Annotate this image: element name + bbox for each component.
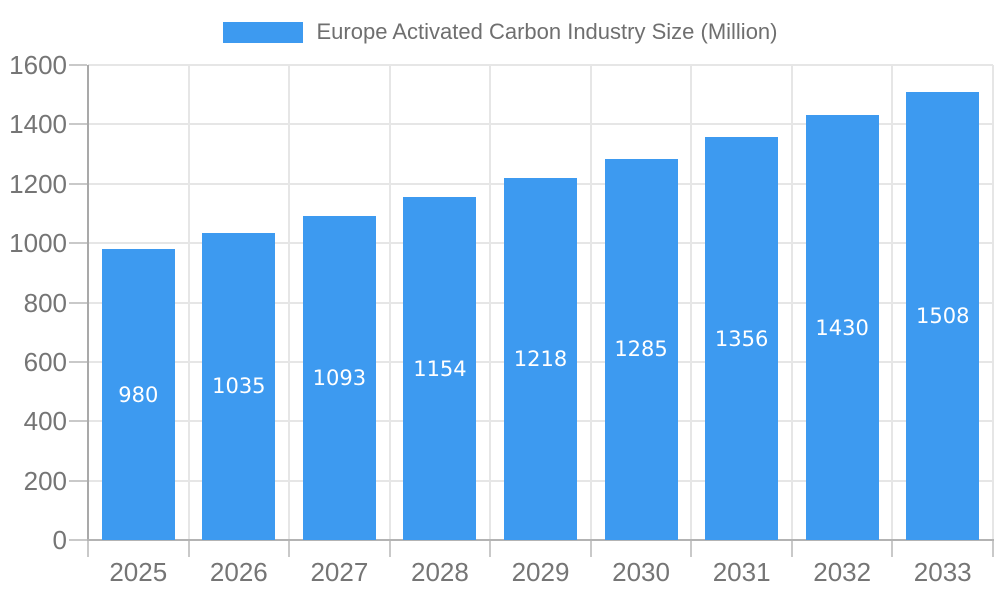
gridline-vertical [690,65,693,540]
y-axis-tick [69,182,87,185]
x-axis-tick [388,541,391,557]
bar[interactable]: 1356 [705,137,779,540]
x-axis-tick [891,541,894,557]
gridline-vertical [288,65,291,540]
y-axis-tick [69,123,87,126]
gridline-vertical [992,65,994,540]
x-axis-tick-label: 2026 [209,557,268,587]
x-axis-tick-label: 2027 [310,557,369,587]
gridline-horizontal [88,123,993,126]
x-axis-tick [187,541,190,557]
bar-value-label: 1356 [714,326,769,351]
gridline-vertical [790,65,793,540]
y-axis-tick [69,301,87,304]
x-axis-tick [489,541,492,557]
x-axis-tick [288,541,291,557]
y-axis-tick-label: 1200 [9,168,67,199]
y-axis-tick [69,539,87,541]
x-axis-tick [992,541,994,557]
bar-value-label: 1218 [513,347,568,372]
bar-value-label: 1508 [915,304,970,329]
gridline-vertical [589,65,592,540]
gridline-horizontal [88,64,993,66]
y-axis-tick [69,420,87,423]
x-axis-tick-label: 2029 [511,557,570,587]
x-axis-tick-label: 2025 [109,557,168,587]
bar[interactable]: 1154 [403,197,477,540]
gridline-vertical [489,65,492,540]
bar-value-label: 1093 [312,365,367,390]
bar-value-label: 1285 [614,337,668,362]
bar-value-label: 1430 [815,315,869,340]
bar-value-label: 1154 [413,356,467,381]
bar[interactable]: 1093 [302,215,376,540]
x-axis-tick [589,541,592,557]
legend-swatch [222,21,303,43]
y-axis-tick-label: 1000 [9,228,67,259]
y-axis-tick-label: 1400 [9,109,67,140]
x-axis-tick-label: 2031 [712,557,771,587]
y-axis-tick [69,242,87,245]
legend-label: Europe Activated Carbon Industry Size (M… [316,19,778,44]
gridline-vertical [891,65,894,540]
x-axis-tick-label: 2032 [813,557,872,587]
bar[interactable]: 980 [101,249,175,540]
y-axis-tick [69,479,87,482]
bar[interactable]: 1035 [202,232,276,540]
y-axis-line [87,65,89,540]
y-axis-tick-label: 0 [52,525,67,555]
y-axis-tick-label: 600 [23,346,67,377]
x-axis-tick [790,541,793,557]
y-axis-tick-label: 400 [23,406,67,437]
legend[interactable]: Europe Activated Carbon Industry Size (M… [0,12,1000,52]
x-axis-tick [690,541,693,557]
x-axis-tick-label: 2028 [411,557,469,587]
x-axis-line [87,539,994,541]
x-axis-tick-label: 2033 [913,557,972,587]
gridline-vertical [187,65,190,540]
x-axis-tick-label: 2030 [612,557,670,587]
bar-value-label: 980 [118,382,159,407]
bar[interactable]: 1430 [805,115,879,540]
bar[interactable]: 1285 [604,158,678,540]
y-axis-tick [69,360,87,363]
gridline-vertical [388,65,391,540]
y-axis-tick [69,64,87,66]
bar[interactable]: 1508 [906,92,980,540]
y-axis-tick-label: 200 [23,465,67,496]
bar-value-label: 1035 [212,374,266,399]
bar[interactable]: 1218 [504,178,577,540]
y-axis-tick-label: 1600 [9,50,67,80]
y-axis-tick-label: 800 [23,287,67,318]
x-axis-tick [87,541,89,557]
